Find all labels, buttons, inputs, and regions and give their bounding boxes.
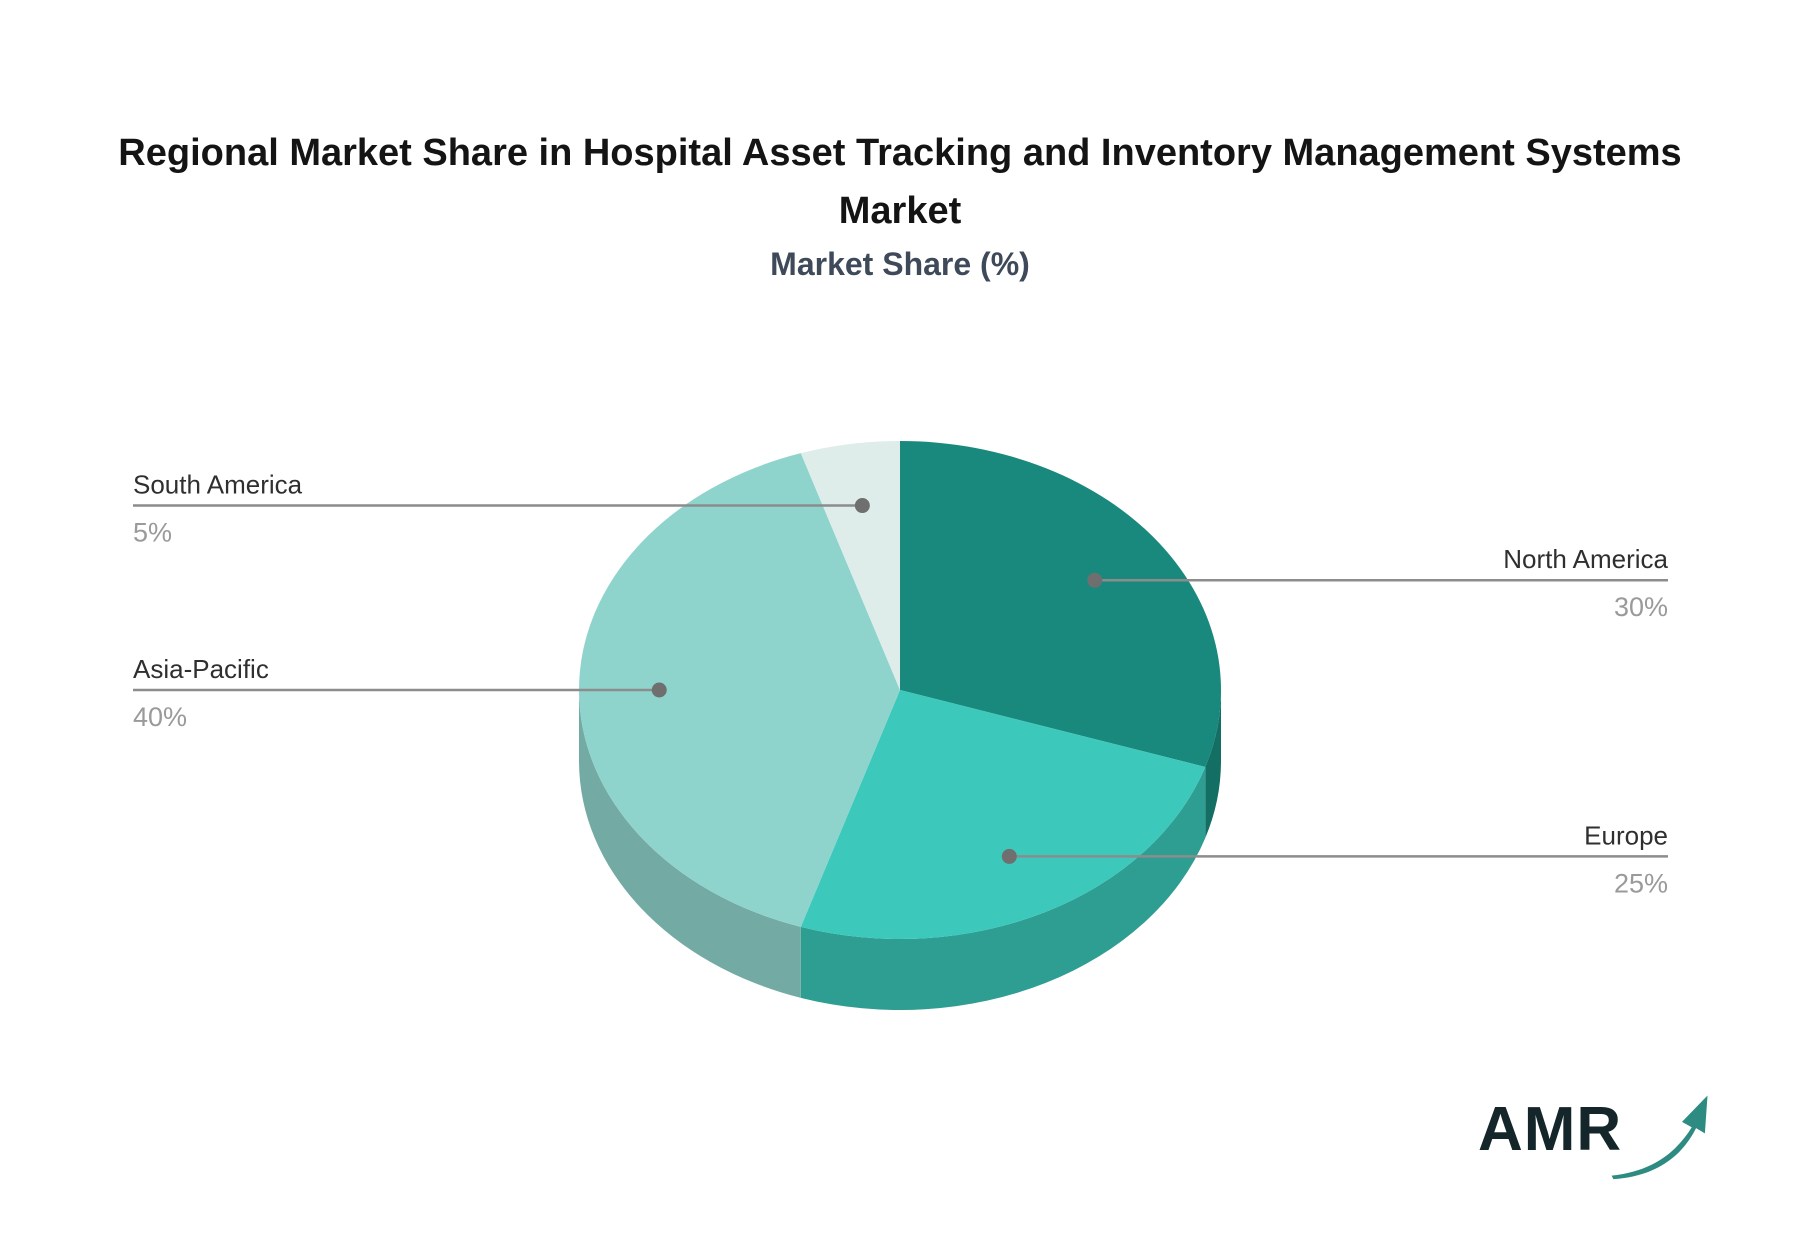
leader-dot-europe	[1001, 848, 1017, 864]
pie-slice-side-europe	[800, 766, 1206, 1010]
slice-value-europe: 25%	[1614, 868, 1668, 898]
pie-slice-south-america[interactable]	[800, 441, 900, 690]
pie-slice-side-north-america	[1205, 690, 1221, 838]
slice-value-north-america: 30%	[1614, 592, 1668, 622]
slice-label-south-america: South America	[133, 470, 303, 500]
slice-value-south-america: 5%	[133, 518, 172, 548]
amr-logo: AMR	[1470, 1086, 1708, 1186]
pie-slice-europe[interactable]	[800, 690, 1206, 939]
pie-slice-north-america[interactable]	[900, 441, 1221, 767]
leader-dot-north-america	[1087, 572, 1103, 588]
slice-label-north-america: North America	[1503, 544, 1668, 574]
pie-slice-side-asia-pacific	[579, 690, 801, 998]
chart-title: Regional Market Share in Hospital Asset …	[118, 132, 1682, 232]
leader-dot-asia-pacific	[651, 682, 667, 698]
pie-slice-asia-pacific[interactable]	[579, 453, 900, 927]
amr-logo-text: AMR	[1478, 1095, 1623, 1164]
slice-label-europe: Europe	[1584, 820, 1668, 850]
slice-value-asia-pacific: 40%	[133, 702, 187, 732]
slice-label-asia-pacific: Asia-Pacific	[133, 654, 269, 684]
leader-dot-south-america	[854, 498, 870, 514]
growth-arrow-icon	[1611, 1095, 1708, 1180]
chart-subtitle: Market Share (%)	[770, 246, 1030, 282]
